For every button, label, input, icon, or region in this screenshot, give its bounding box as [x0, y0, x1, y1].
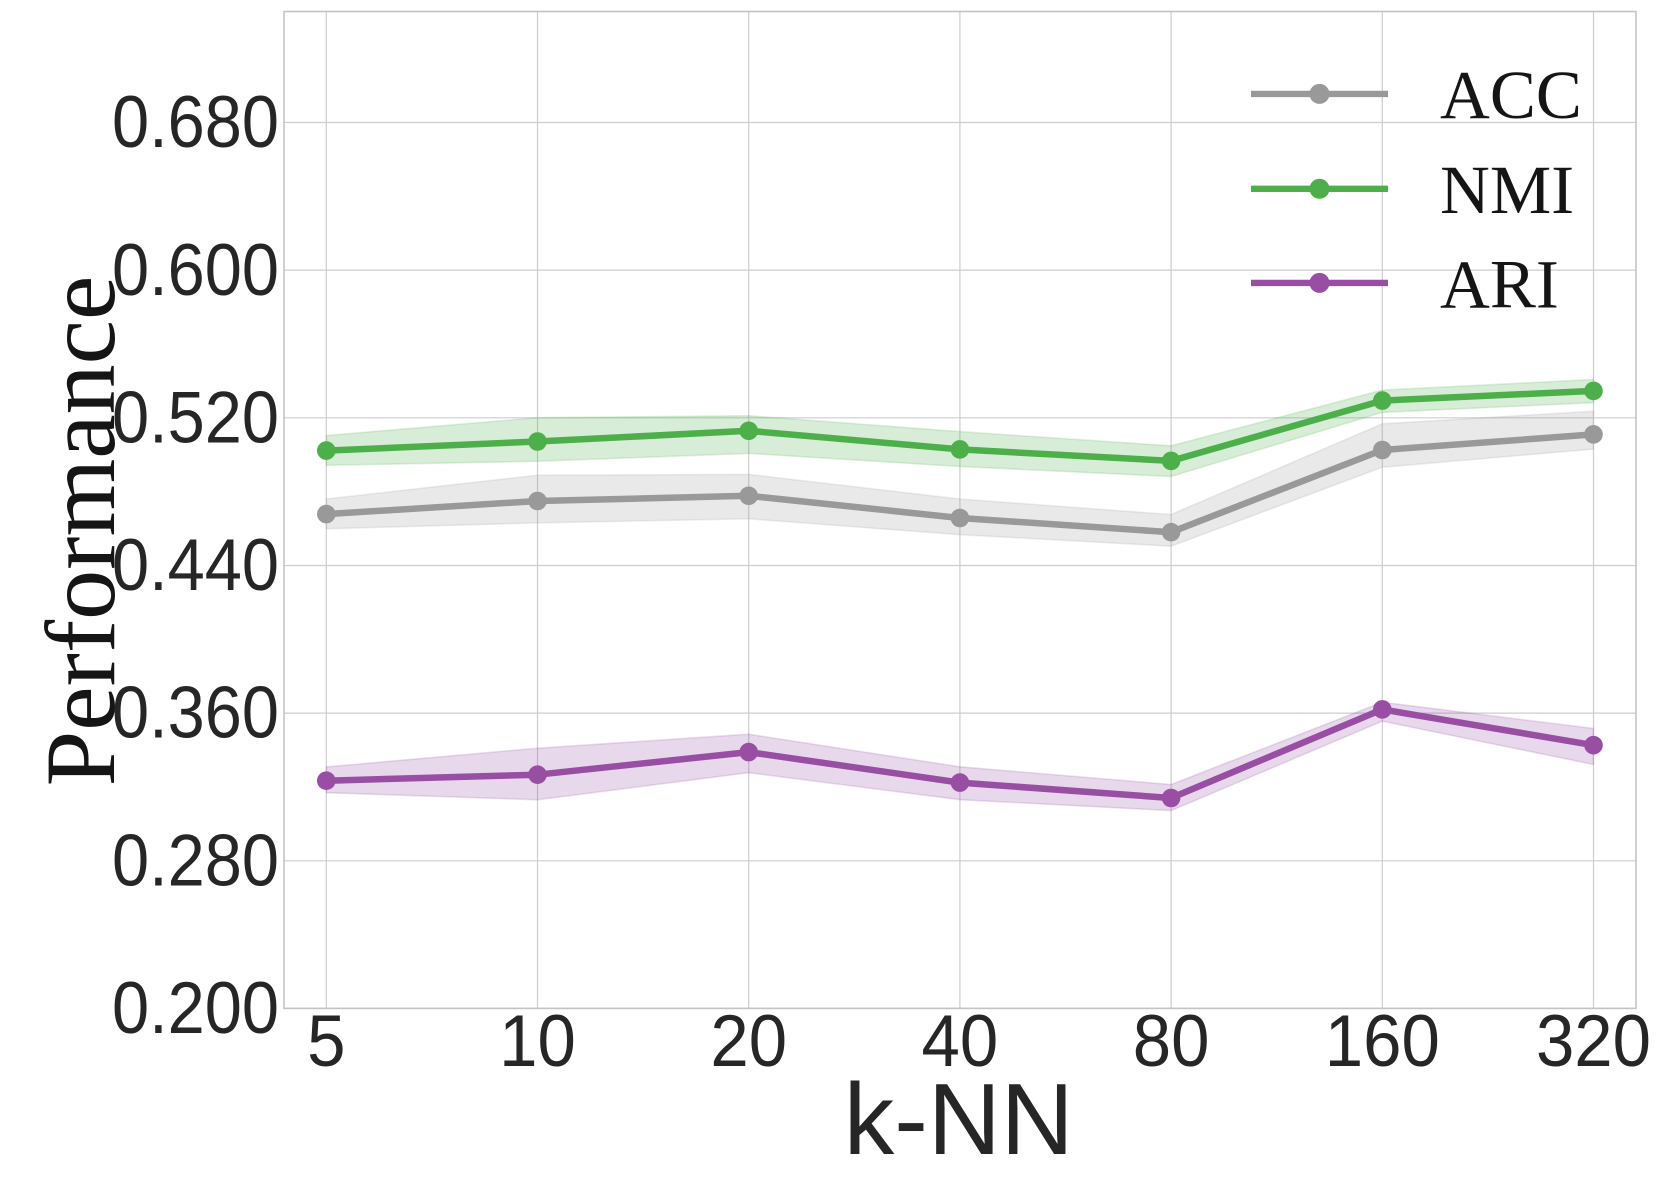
svg-text:0.520: 0.520 [112, 377, 279, 458]
svg-text:0.440: 0.440 [112, 525, 279, 606]
svg-text:NMI: NMI [1440, 152, 1574, 228]
svg-text:20: 20 [710, 1001, 787, 1082]
svg-text:Performance: Performance [25, 276, 136, 787]
svg-text:ACC: ACC [1440, 57, 1582, 133]
svg-text:40: 40 [922, 1001, 999, 1082]
svg-text:5: 5 [307, 1001, 345, 1082]
svg-text:ARI: ARI [1440, 246, 1559, 322]
svg-text:0.360: 0.360 [112, 673, 279, 754]
svg-text:0.600: 0.600 [112, 230, 279, 311]
svg-text:10: 10 [499, 1001, 576, 1082]
svg-text:0.200: 0.200 [112, 968, 279, 1049]
svg-text:160: 160 [1325, 1001, 1440, 1082]
svg-text:0.680: 0.680 [112, 82, 279, 163]
svg-text:k-NN: k-NN [844, 1064, 1074, 1176]
svg-text:320: 320 [1536, 1001, 1651, 1082]
svg-text:80: 80 [1133, 1001, 1210, 1082]
svg-text:0.280: 0.280 [112, 820, 279, 901]
